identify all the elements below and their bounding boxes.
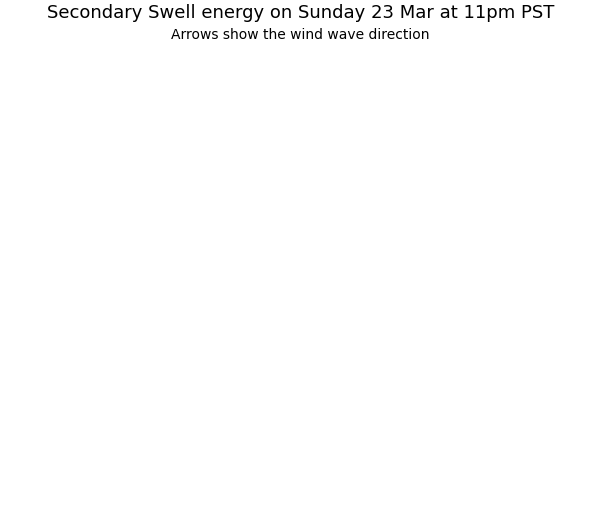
Text: Secondary Swell energy on Sunday 23 Mar at 11pm PST: Secondary Swell energy on Sunday 23 Mar … (47, 4, 554, 22)
Text: Arrows show the wind wave direction: Arrows show the wind wave direction (171, 28, 430, 42)
